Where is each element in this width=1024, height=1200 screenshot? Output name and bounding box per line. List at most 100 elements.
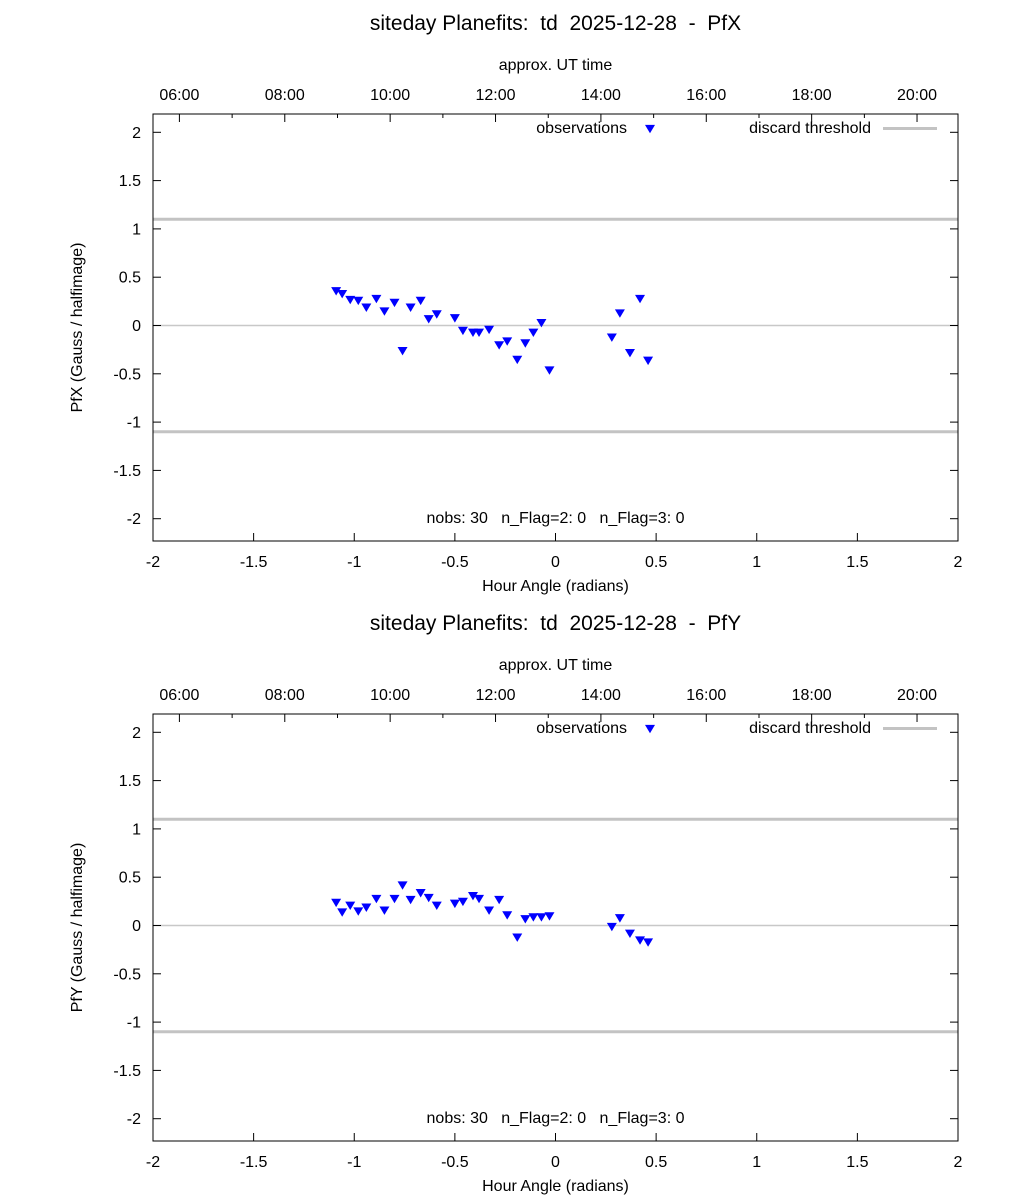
x-axis-tick-label: -1.5 xyxy=(240,1154,268,1171)
legend-observations-marker-icon xyxy=(645,724,655,734)
ut-axis-tick-label: 08:00 xyxy=(265,87,305,104)
x-axis-tick-label: 2 xyxy=(954,554,963,571)
observation-marker xyxy=(536,913,547,922)
observation-marker xyxy=(643,356,654,366)
ut-axis-label: approx. UT time xyxy=(499,657,613,674)
ut-axis-tick-label: 06:00 xyxy=(159,687,199,704)
x-axis-tick-label: 0.5 xyxy=(645,554,667,571)
observation-marker xyxy=(512,355,523,365)
observation-marker xyxy=(415,296,426,306)
observation-marker xyxy=(606,333,617,342)
observation-marker xyxy=(494,341,505,350)
ut-axis-tick-label: 20:00 xyxy=(897,87,937,104)
x-axis-tick-label: 2 xyxy=(954,1154,963,1171)
observation-marker xyxy=(353,296,364,306)
observation-marker xyxy=(457,897,468,907)
chart-title: siteday Planefits: td 2025-12-28 - PfX xyxy=(370,12,741,35)
observation-marker xyxy=(502,911,513,920)
x-axis-tick-label: -0.5 xyxy=(441,554,469,571)
legend-observations-label: observations xyxy=(536,120,627,137)
ut-axis-tick-label: 18:00 xyxy=(792,87,832,104)
x-axis-tick-label: 0.5 xyxy=(645,1154,667,1171)
pfx-chart-figure: siteday Planefits: td 2025-12-28 - PfX ap… xyxy=(69,12,963,595)
observation-marker xyxy=(624,348,635,358)
observation-marker xyxy=(397,881,408,890)
observation-marker xyxy=(337,290,348,299)
x-axis-tick-label: -1 xyxy=(347,1154,361,1171)
ut-axis-tick-label: 18:00 xyxy=(792,687,832,704)
ut-axis-tick-label: 10:00 xyxy=(370,87,410,104)
observation-marker xyxy=(337,908,348,917)
observation-marker xyxy=(457,326,468,336)
y-axis-tick-label: 1.5 xyxy=(119,773,141,790)
observation-marker xyxy=(502,337,513,346)
y-axis-tick-label: 1 xyxy=(132,221,141,238)
y-axis-tick-label: 1 xyxy=(132,821,141,838)
ut-axis-tick-label: 14:00 xyxy=(581,687,621,704)
y-axis-tick-label: 2 xyxy=(132,125,141,142)
y-axis-tick-label: 0 xyxy=(132,918,141,935)
ut-axis-tick-label: 20:00 xyxy=(897,687,937,704)
observation-marker xyxy=(474,894,485,904)
observation-marker xyxy=(624,929,635,939)
observation-marker xyxy=(379,307,390,316)
y-axis-tick-label: 0.5 xyxy=(119,270,141,287)
observation-marker xyxy=(331,898,342,908)
observations-series xyxy=(331,287,654,375)
observation-marker xyxy=(528,913,539,922)
observation-marker xyxy=(361,303,372,312)
observation-marker xyxy=(371,294,382,304)
chart-title: siteday Planefits: td 2025-12-28 - PfY xyxy=(370,612,741,635)
observation-marker xyxy=(614,914,625,923)
observation-marker xyxy=(415,889,426,898)
observation-marker xyxy=(484,906,495,915)
observations-series xyxy=(331,881,654,947)
ut-axis-tick-label: 16:00 xyxy=(686,87,726,104)
observation-marker xyxy=(423,315,434,324)
pfx-chart: siteday Planefits: td 2025-12-28 - PfX ap… xyxy=(69,12,963,595)
y-axis-tick-label: -2 xyxy=(127,511,141,528)
y-axis-tick-label: -0.5 xyxy=(113,966,141,983)
observation-marker xyxy=(544,912,555,921)
pfy-chart: siteday Planefits: td 2025-12-28 - PfY ap… xyxy=(69,612,963,1195)
observation-marker xyxy=(431,310,442,319)
observation-marker xyxy=(494,895,505,905)
legend-threshold-label: discard threshold xyxy=(749,120,871,137)
observation-marker xyxy=(379,906,390,915)
ut-axis-tick-label: 10:00 xyxy=(370,687,410,704)
observation-marker xyxy=(635,294,646,304)
observation-marker xyxy=(353,907,364,916)
ut-axis-tick-label: 14:00 xyxy=(581,87,621,104)
x-axis-tick-label: 1 xyxy=(752,1154,761,1171)
observation-marker xyxy=(474,328,485,338)
x-axis-tick-label: 1.5 xyxy=(846,1154,868,1171)
x-axis-tick-label: -1.5 xyxy=(240,554,268,571)
y-axis-tick-label: -0.5 xyxy=(113,366,141,383)
y-axis-tick-label: 2 xyxy=(132,725,141,742)
y-axis-tick-label: -1.5 xyxy=(113,463,141,480)
observation-marker xyxy=(405,895,416,905)
observation-marker xyxy=(423,893,434,903)
y-axis-tick-label: -1 xyxy=(127,1015,141,1032)
x-axis-tick-label: -2 xyxy=(146,1154,160,1171)
y-axis-label: PfX (Gauss / halfimage) xyxy=(69,243,86,413)
legend-observations-label: observations xyxy=(536,720,627,737)
plot-frame xyxy=(152,113,959,542)
y-axis-tick-label: 0 xyxy=(132,318,141,335)
observation-marker xyxy=(405,303,416,312)
y-axis-tick-label: -2 xyxy=(127,1111,141,1128)
x-axis-tick-label: 0 xyxy=(551,554,560,571)
y-axis-tick-label: -1 xyxy=(127,415,141,432)
observation-marker xyxy=(614,309,625,318)
ut-axis-tick-label: 16:00 xyxy=(686,687,726,704)
pfy-chart-figure: siteday Planefits: td 2025-12-28 - PfY ap… xyxy=(0,600,1024,1200)
observation-marker xyxy=(484,325,495,335)
observation-marker xyxy=(520,915,531,924)
observation-marker xyxy=(397,347,408,356)
observation-marker xyxy=(345,901,356,911)
x-axis-tick-label: 1 xyxy=(752,554,761,571)
observation-marker xyxy=(345,295,356,305)
ut-axis-tick-label: 12:00 xyxy=(476,87,516,104)
x-axis-tick-label: 1.5 xyxy=(846,554,868,571)
